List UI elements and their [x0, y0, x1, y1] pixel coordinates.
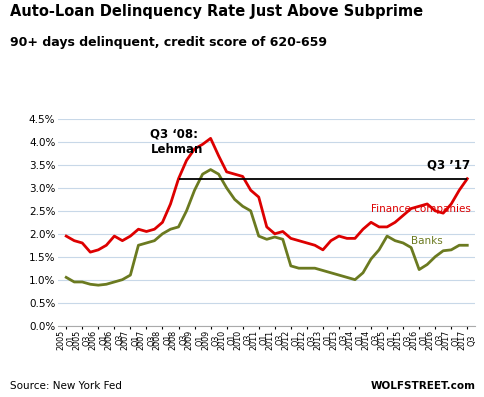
Text: Auto-Loan Delinquency Rate Just Above Subprime: Auto-Loan Delinquency Rate Just Above Su… [10, 4, 422, 19]
Text: Q3 ‘08:
Lehman: Q3 ‘08: Lehman [150, 128, 202, 156]
Text: Finance companies: Finance companies [370, 204, 470, 214]
Text: Source: New York Fed: Source: New York Fed [10, 381, 121, 391]
Text: WOLFSTREET.com: WOLFSTREET.com [370, 381, 474, 391]
Text: Q3 ’17: Q3 ’17 [426, 159, 469, 172]
Text: 90+ days delinquent, credit score of 620-659: 90+ days delinquent, credit score of 620… [10, 36, 326, 49]
Text: Banks: Banks [410, 236, 442, 246]
